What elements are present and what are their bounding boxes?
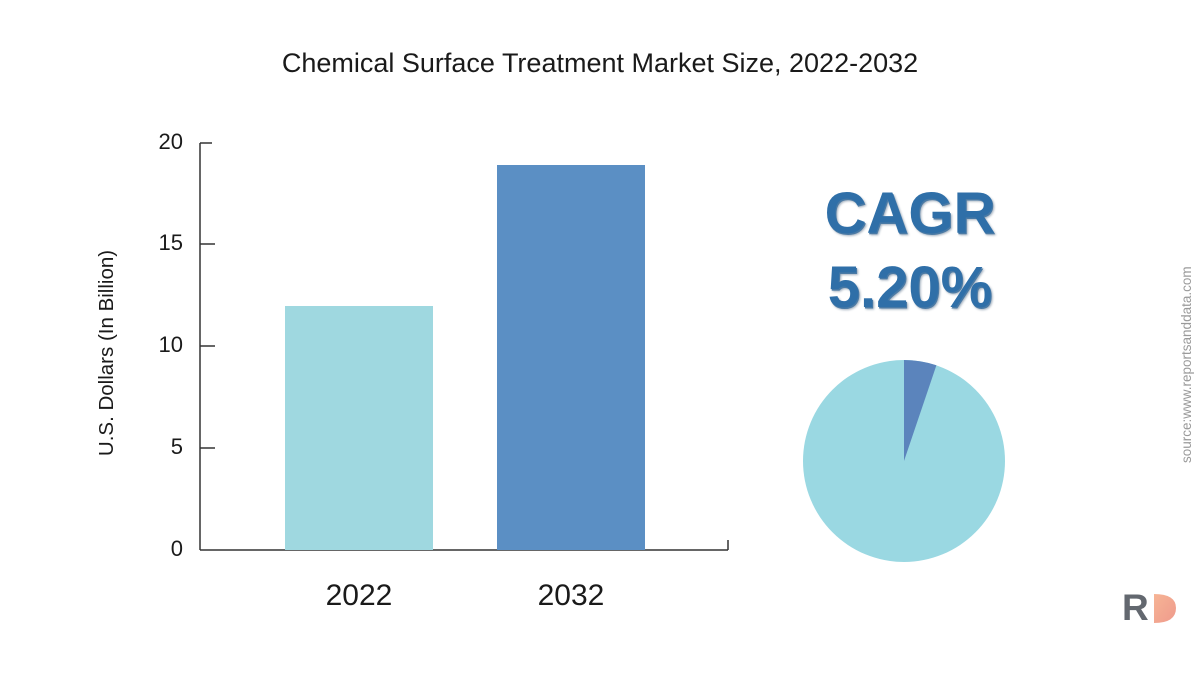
svg-text:R: R [1122,587,1149,628]
svg-text:0: 0 [171,536,183,561]
svg-text:5: 5 [171,434,183,459]
svg-text:20: 20 [159,129,183,154]
svg-text:2022: 2022 [326,579,393,612]
svg-text:U.S. Dollars (In Billion): U.S. Dollars (In Billion) [95,250,118,456]
svg-text:15: 15 [159,230,183,255]
svg-text:10: 10 [159,332,183,357]
svg-text:2032: 2032 [538,579,605,612]
